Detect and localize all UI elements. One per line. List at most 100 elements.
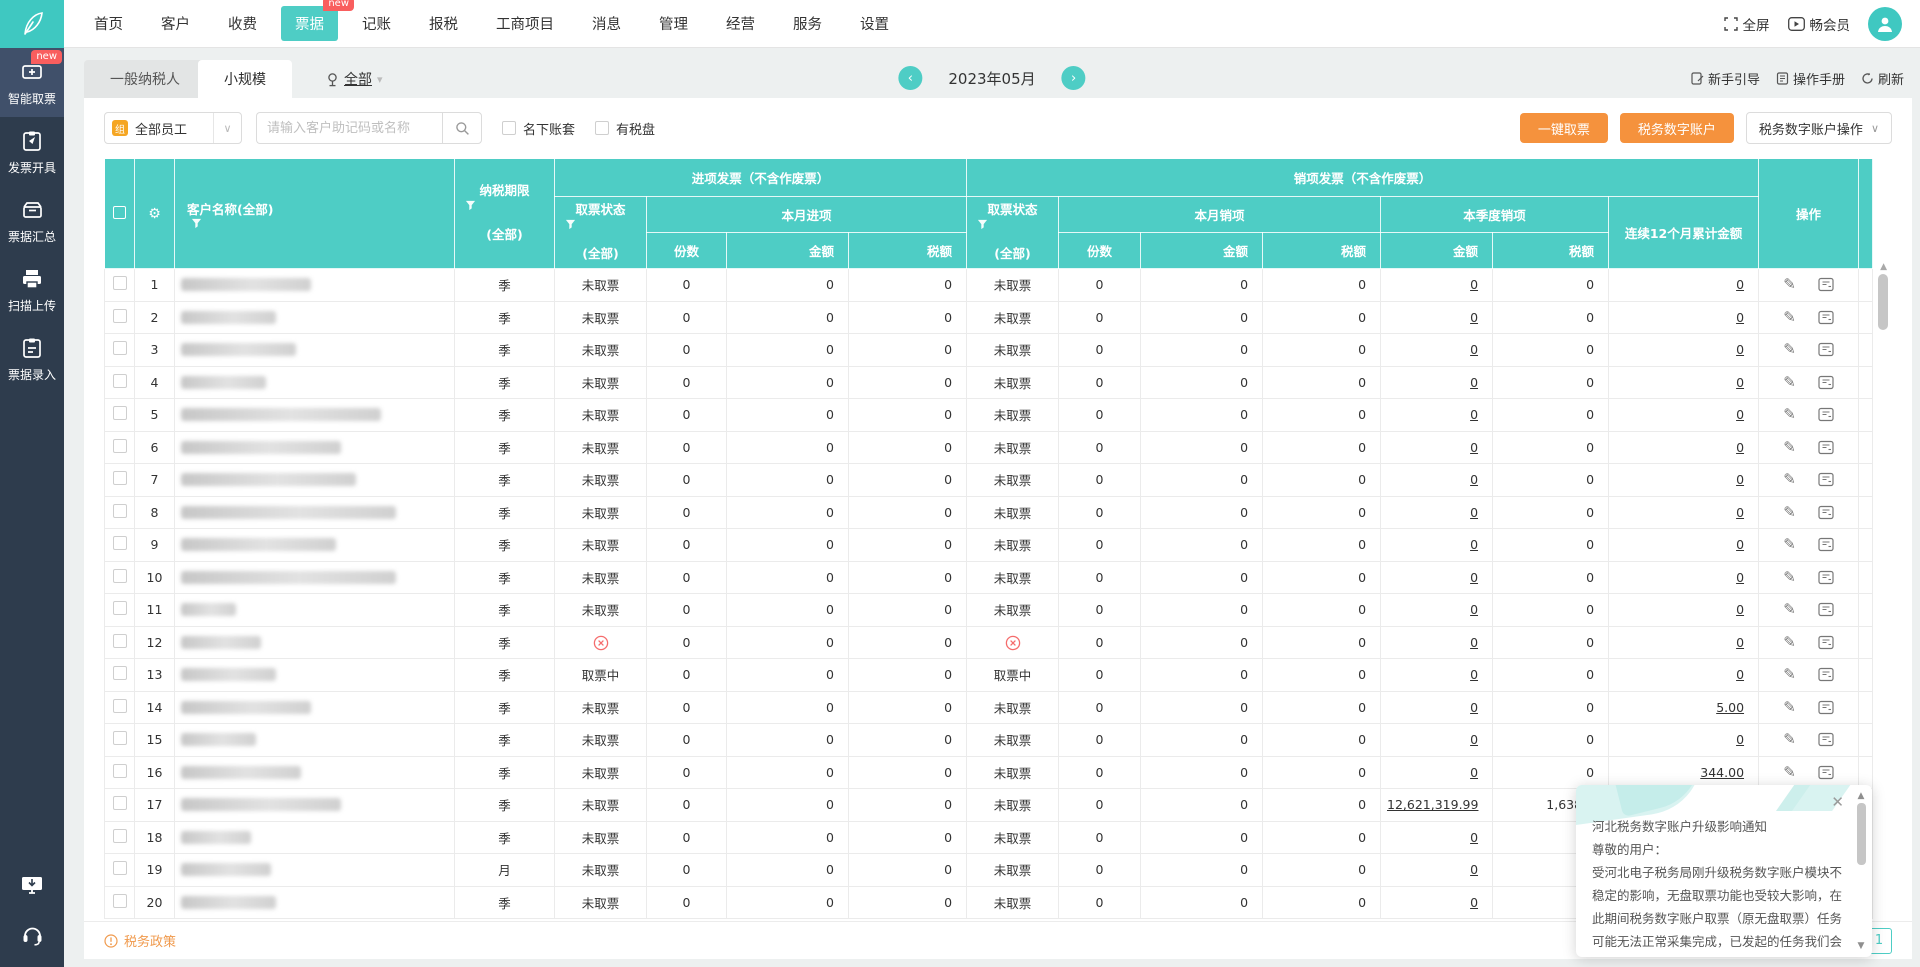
nav-item-记账[interactable]: 记账 <box>362 17 391 33</box>
edit-pencil-icon[interactable]: ✎ <box>1783 632 1796 651</box>
edit-pencil-icon[interactable]: ✎ <box>1783 535 1796 554</box>
twelve-month-link[interactable]: 0 <box>1736 374 1745 390</box>
twelve-month-link[interactable]: 5.00 <box>1716 699 1745 715</box>
quarter-amount-link[interactable]: 0 <box>1470 602 1479 618</box>
quarter-amount-link[interactable]: 0 <box>1470 472 1479 488</box>
edit-pencil-icon[interactable]: ✎ <box>1783 405 1796 424</box>
popup-scrollbar[interactable]: ▲ ▼ <box>1854 791 1868 951</box>
twelve-month-link[interactable]: 0 <box>1736 472 1745 488</box>
filter-funnel-icon[interactable] <box>191 218 202 229</box>
invoice-view-icon[interactable] <box>1818 342 1834 357</box>
sidebar-item-票据汇总[interactable]: 票据汇总 <box>0 186 64 255</box>
row-checkbox[interactable] <box>112 308 127 323</box>
scroll-up-icon[interactable]: ▲ <box>1857 791 1865 801</box>
employee-select[interactable]: 组 全部员工 ∨ <box>104 112 242 144</box>
support-headset-icon[interactable] <box>20 923 45 947</box>
member-button[interactable]: 畅会员 <box>1787 14 1850 34</box>
row-checkbox[interactable] <box>112 471 127 486</box>
row-checkbox[interactable] <box>112 503 127 518</box>
row-checkbox[interactable] <box>112 893 127 908</box>
edit-pencil-icon[interactable]: ✎ <box>1783 372 1796 391</box>
filter-funnel-icon[interactable] <box>565 219 576 230</box>
quarter-amount-link[interactable]: 12,621,319.99 <box>1387 797 1479 813</box>
quarter-amount-link[interactable]: 0 <box>1470 569 1479 585</box>
nav-item-工商项目[interactable]: 工商项目 <box>496 17 554 33</box>
row-checkbox[interactable] <box>112 828 127 843</box>
sidebar-item-票据录入[interactable]: 票据录入 <box>0 324 64 393</box>
invoice-view-icon[interactable] <box>1818 765 1834 780</box>
quarter-amount-link[interactable]: 0 <box>1470 537 1479 553</box>
quarter-amount-link[interactable]: 0 <box>1470 407 1479 423</box>
twelve-month-link[interactable]: 344.00 <box>1700 764 1745 780</box>
invoice-view-icon[interactable] <box>1818 472 1834 487</box>
twelve-month-link[interactable]: 0 <box>1736 634 1745 650</box>
select-all-checkbox[interactable] <box>113 205 126 219</box>
nav-item-管理[interactable]: 管理 <box>659 17 688 33</box>
invoice-view-icon[interactable] <box>1818 537 1834 552</box>
row-checkbox[interactable] <box>112 633 127 648</box>
row-checkbox[interactable] <box>112 601 127 616</box>
tax-account-ops-dropdown[interactable]: 税务数字账户操作 ∨ <box>1745 112 1892 144</box>
invoice-view-icon[interactable] <box>1818 277 1834 292</box>
table-vertical-scrollbar[interactable] <box>1878 274 1888 330</box>
tax-digital-account-button[interactable]: 税务数字账户 <box>1619 113 1734 143</box>
search-button[interactable] <box>442 112 482 144</box>
quarter-amount-link[interactable]: 0 <box>1470 667 1479 683</box>
row-checkbox[interactable] <box>112 731 127 746</box>
quarter-amount-link[interactable]: 0 <box>1470 439 1479 455</box>
invoice-view-icon[interactable] <box>1818 310 1834 325</box>
edit-pencil-icon[interactable]: ✎ <box>1783 470 1796 489</box>
quarter-amount-link[interactable]: 0 <box>1470 894 1479 910</box>
checkbox-has-tax-disk[interactable]: 有税盘 <box>595 119 655 138</box>
twelve-month-link[interactable]: 0 <box>1736 277 1745 293</box>
edit-pencil-icon[interactable]: ✎ <box>1783 697 1796 716</box>
row-checkbox[interactable] <box>112 763 127 778</box>
filter-funnel-icon[interactable] <box>977 219 988 230</box>
quarter-amount-link[interactable]: 0 <box>1470 277 1479 293</box>
quarter-amount-link[interactable]: 0 <box>1470 504 1479 520</box>
guide-link[interactable]: 新手引导 <box>1691 69 1760 88</box>
edit-pencil-icon[interactable]: ✎ <box>1783 762 1796 781</box>
nav-item-消息[interactable]: 消息 <box>592 17 621 33</box>
twelve-month-link[interactable]: 0 <box>1736 309 1745 325</box>
avatar[interactable] <box>1868 6 1902 41</box>
row-checkbox[interactable] <box>112 666 127 681</box>
row-checkbox[interactable] <box>112 373 127 388</box>
tab-small-scale[interactable]: 小规模 <box>198 60 292 98</box>
nav-item-经营[interactable]: 经营 <box>726 17 755 33</box>
invoice-view-icon[interactable] <box>1818 570 1834 585</box>
quarter-amount-link[interactable]: 0 <box>1470 862 1479 878</box>
row-checkbox[interactable] <box>112 698 127 713</box>
invoice-view-icon[interactable] <box>1818 667 1834 682</box>
invoice-view-icon[interactable] <box>1818 700 1834 715</box>
checkbox-own-accounts[interactable]: 名下账套 <box>502 119 575 138</box>
edit-pencil-icon[interactable]: ✎ <box>1783 437 1796 456</box>
quarter-amount-link[interactable]: 0 <box>1470 634 1479 650</box>
edit-pencil-icon[interactable]: ✎ <box>1783 600 1796 619</box>
invoice-view-icon[interactable] <box>1818 375 1834 390</box>
twelve-month-link[interactable]: 0 <box>1736 504 1745 520</box>
app-logo[interactable] <box>0 0 64 48</box>
nav-item-服务[interactable]: 服务 <box>793 17 822 33</box>
twelve-month-link[interactable]: 0 <box>1736 602 1745 618</box>
invoice-view-icon[interactable] <box>1818 440 1834 455</box>
row-checkbox[interactable] <box>112 341 127 356</box>
table-scroll-up-icon[interactable]: ▲ <box>1880 262 1887 272</box>
tab-general-taxpayer[interactable]: 一般纳税人 <box>84 60 206 98</box>
invoice-view-icon[interactable] <box>1818 602 1834 617</box>
sidebar-item-扫描上传[interactable]: 扫描上传 <box>0 255 64 324</box>
sidebar-item-发票开具[interactable]: 发票开具 <box>0 117 64 186</box>
invoice-view-icon[interactable] <box>1818 732 1834 747</box>
sidebar-item-智能取票[interactable]: 智能取票 new <box>0 48 64 117</box>
nav-item-首页[interactable]: 首页 <box>94 17 123 33</box>
invoice-view-icon[interactable] <box>1818 505 1834 520</box>
quarter-amount-link[interactable]: 0 <box>1470 732 1479 748</box>
twelve-month-link[interactable]: 0 <box>1736 407 1745 423</box>
quarter-amount-link[interactable]: 0 <box>1470 699 1479 715</box>
twelve-month-link[interactable]: 0 <box>1736 537 1745 553</box>
next-month-button[interactable]: › <box>1061 66 1086 90</box>
edit-pencil-icon[interactable]: ✎ <box>1783 307 1796 326</box>
search-input[interactable] <box>256 112 442 144</box>
nav-item-客户[interactable]: 客户 <box>161 17 190 33</box>
scroll-down-icon[interactable]: ▼ <box>1857 941 1865 951</box>
